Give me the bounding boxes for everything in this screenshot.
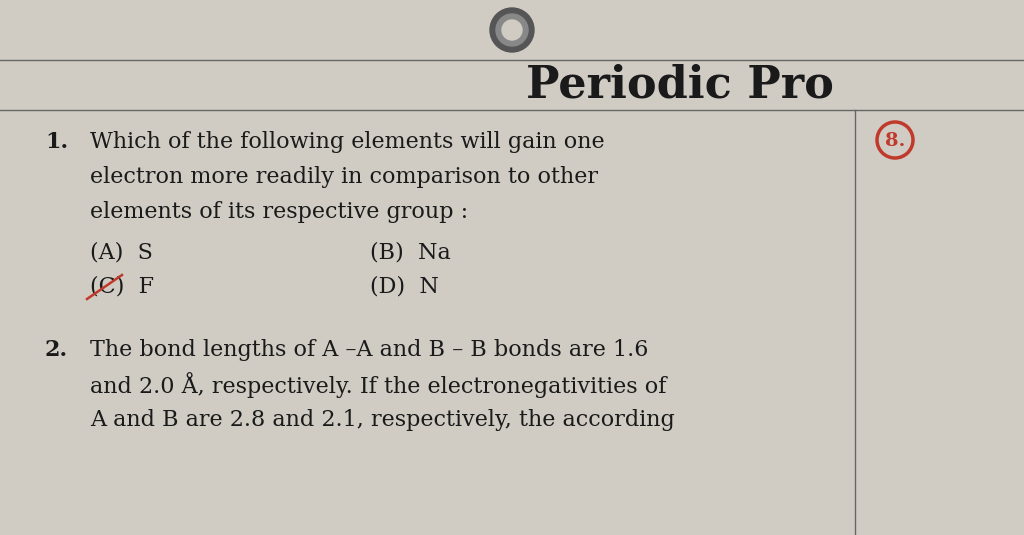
Text: (B)  Na: (B) Na [370, 241, 451, 263]
Text: electron more readily in comparison to other: electron more readily in comparison to o… [90, 166, 598, 188]
Text: and 2.0 Å, respectively. If the electronegativities of: and 2.0 Å, respectively. If the electron… [90, 372, 667, 398]
Text: Periodic Pro: Periodic Pro [526, 64, 834, 106]
Text: Which of the following elements will gain one: Which of the following elements will gai… [90, 131, 604, 153]
Text: A and B are 2.8 and 2.1, respectively, the according: A and B are 2.8 and 2.1, respectively, t… [90, 409, 675, 431]
Text: (A)  S: (A) S [90, 241, 153, 263]
Text: (C)  F: (C) F [90, 276, 154, 298]
Circle shape [496, 14, 528, 46]
Text: 1.: 1. [45, 131, 69, 153]
Text: elements of its respective group :: elements of its respective group : [90, 201, 468, 223]
Text: The bond lengths of A –A and B – B bonds are 1.6: The bond lengths of A –A and B – B bonds… [90, 339, 648, 361]
Text: 8.: 8. [885, 132, 905, 150]
Text: 2.: 2. [45, 339, 69, 361]
Circle shape [502, 20, 522, 40]
Circle shape [490, 8, 534, 52]
Text: (D)  N: (D) N [370, 276, 439, 298]
